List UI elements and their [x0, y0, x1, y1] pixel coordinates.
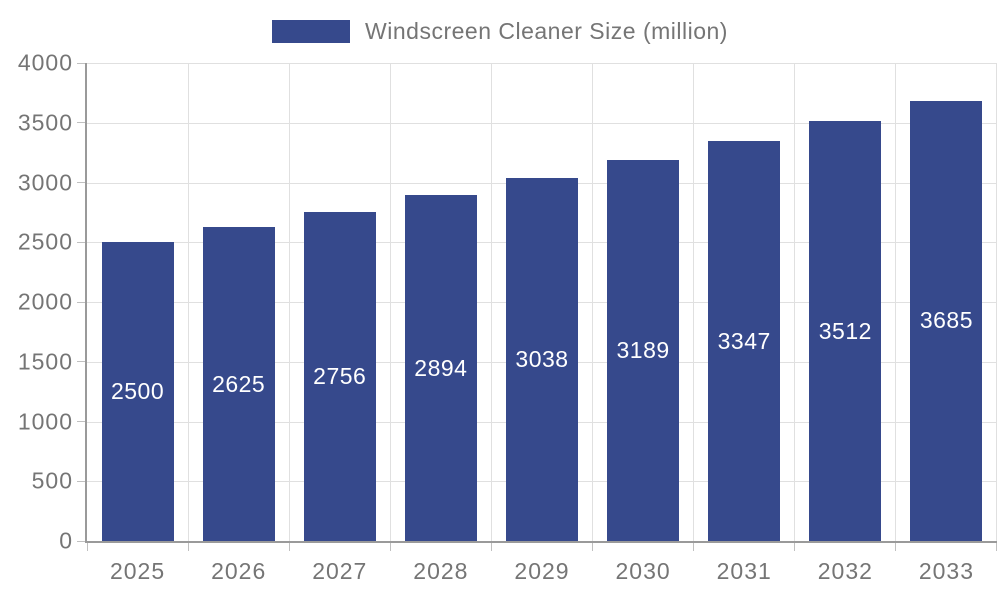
bar: 2756 — [303, 211, 376, 541]
gridline-vertical — [490, 63, 492, 541]
y-axis-tick — [77, 361, 85, 363]
y-axis-tick — [77, 62, 85, 64]
plot-area: 0 500 1000 1500 2000 2500 3000 3500 4000 2025 2026… — [18, 50, 997, 584]
bar: 3512 — [809, 121, 882, 541]
legend-label: Windscreen Cleaner Size (million) — [365, 18, 728, 44]
x-axis-tick — [895, 543, 897, 551]
y-axis-tick — [77, 301, 85, 303]
legend[interactable]: Windscreen Cleaner Size (million) — [0, 18, 1000, 45]
bar-value-label: 3512 — [818, 317, 872, 344]
bar-value-label: 2894 — [414, 354, 468, 381]
gridline-vertical — [288, 63, 290, 541]
y-axis-tick-label: 2000 — [17, 288, 73, 315]
bar: 3189 — [607, 159, 680, 541]
x-axis-tick — [693, 543, 695, 551]
x-axis-tick — [490, 543, 492, 551]
y-axis-tick — [77, 122, 85, 124]
bar: 2894 — [404, 195, 477, 541]
x-axis-tick — [187, 543, 189, 551]
bar: 3685 — [910, 100, 983, 541]
bar: 2625 — [202, 227, 275, 541]
x-axis-tick-label: 2029 — [514, 558, 570, 584]
y-axis-tick-label: 1000 — [17, 408, 73, 434]
gridline-vertical — [592, 63, 594, 541]
x-axis-tick-label: 2032 — [817, 558, 873, 584]
x-axis-tick-label: 2028 — [413, 558, 469, 584]
gridline-horizontal — [87, 122, 997, 124]
x-axis-tick — [288, 543, 290, 551]
x-axis-tick — [592, 543, 594, 551]
bar: 3347 — [708, 141, 781, 541]
y-axis-tick-label: 500 — [31, 467, 73, 494]
x-axis-tick-label: 2031 — [716, 558, 772, 584]
y-axis-tick — [77, 182, 85, 183]
y-axis-tick-label: 3000 — [17, 169, 73, 195]
y-axis-tick — [77, 540, 85, 542]
x-axis-tick-label: 2030 — [615, 558, 671, 584]
y-axis-tick — [77, 480, 85, 482]
bar: 3038 — [506, 177, 578, 541]
gridline-vertical — [995, 63, 997, 541]
gridline-vertical — [693, 63, 695, 541]
bar-value-label: 3189 — [616, 336, 670, 363]
gridline-vertical — [895, 63, 897, 541]
x-axis-tick-label: 2025 — [109, 558, 166, 584]
y-axis-tick — [77, 421, 85, 422]
x-axis-tick-label: 2026 — [211, 558, 267, 584]
y-axis-tick-label: 3500 — [17, 109, 73, 136]
y-axis-tick-label: 2500 — [17, 228, 73, 255]
x-axis-tick — [995, 543, 997, 551]
x-axis-tick — [86, 543, 88, 551]
bar-value-label: 3038 — [515, 345, 569, 372]
y-axis-tick-label: 4000 — [17, 49, 73, 76]
y-axis-tick-label: 1500 — [17, 348, 73, 375]
gridline-vertical — [389, 63, 391, 541]
bar-value-label: 2500 — [110, 378, 165, 405]
bar: 2500 — [101, 242, 174, 541]
bar-value-label: 3347 — [717, 327, 771, 354]
gridline-vertical — [794, 63, 796, 541]
bar-value-label: 2625 — [212, 370, 266, 397]
x-axis-tick-label: 2027 — [312, 558, 368, 584]
gridline-vertical — [187, 63, 189, 541]
gridline-horizontal — [87, 63, 997, 64]
bar-value-label: 3685 — [919, 307, 974, 334]
x-axis-tick — [794, 543, 796, 551]
legend-swatch — [272, 20, 351, 43]
bar-value-label: 2756 — [313, 362, 367, 389]
y-axis-tick — [77, 241, 85, 243]
x-axis-tick-label: 2033 — [918, 558, 975, 584]
y-axis-tick-label: 0 — [59, 527, 73, 554]
x-axis-tick — [389, 543, 391, 551]
